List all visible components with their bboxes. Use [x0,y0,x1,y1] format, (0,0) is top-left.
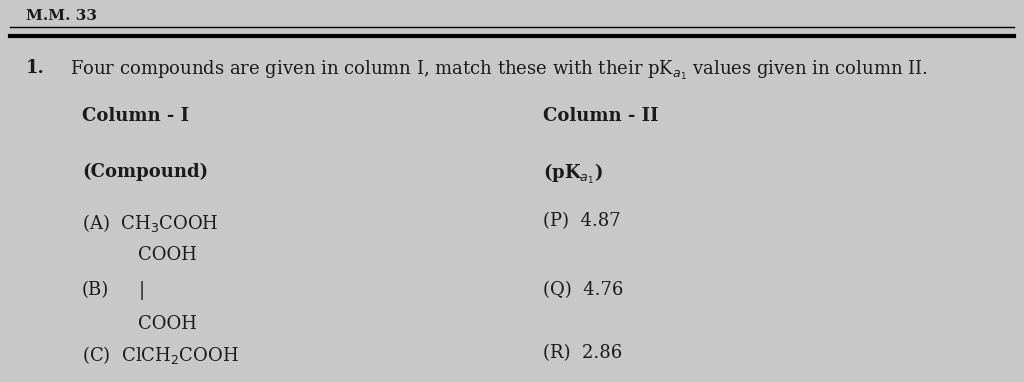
Text: (B): (B) [82,281,110,299]
Text: COOH: COOH [138,246,197,264]
Text: (pK$_{a_1}$): (pK$_{a_1}$) [543,162,602,186]
Text: (C)  ClCH$_2$COOH: (C) ClCH$_2$COOH [82,344,239,366]
Text: COOH: COOH [138,315,197,333]
Text: (R)  2.86: (R) 2.86 [543,344,622,362]
Text: (P)  4.87: (P) 4.87 [543,212,621,230]
Text: M.M. 33: M.M. 33 [26,9,96,23]
Text: (Q)  4.76: (Q) 4.76 [543,281,623,299]
Text: |: | [138,281,144,300]
Text: Column - II: Column - II [543,107,658,125]
Text: 1.: 1. [26,59,44,77]
Text: (Compound): (Compound) [82,162,208,181]
Text: (A)  CH$_3$COOH: (A) CH$_3$COOH [82,212,218,234]
Text: Column - I: Column - I [82,107,189,125]
Text: Four compounds are given in column I, match these with their pK$_{a_1}$ values g: Four compounds are given in column I, ma… [70,59,928,82]
